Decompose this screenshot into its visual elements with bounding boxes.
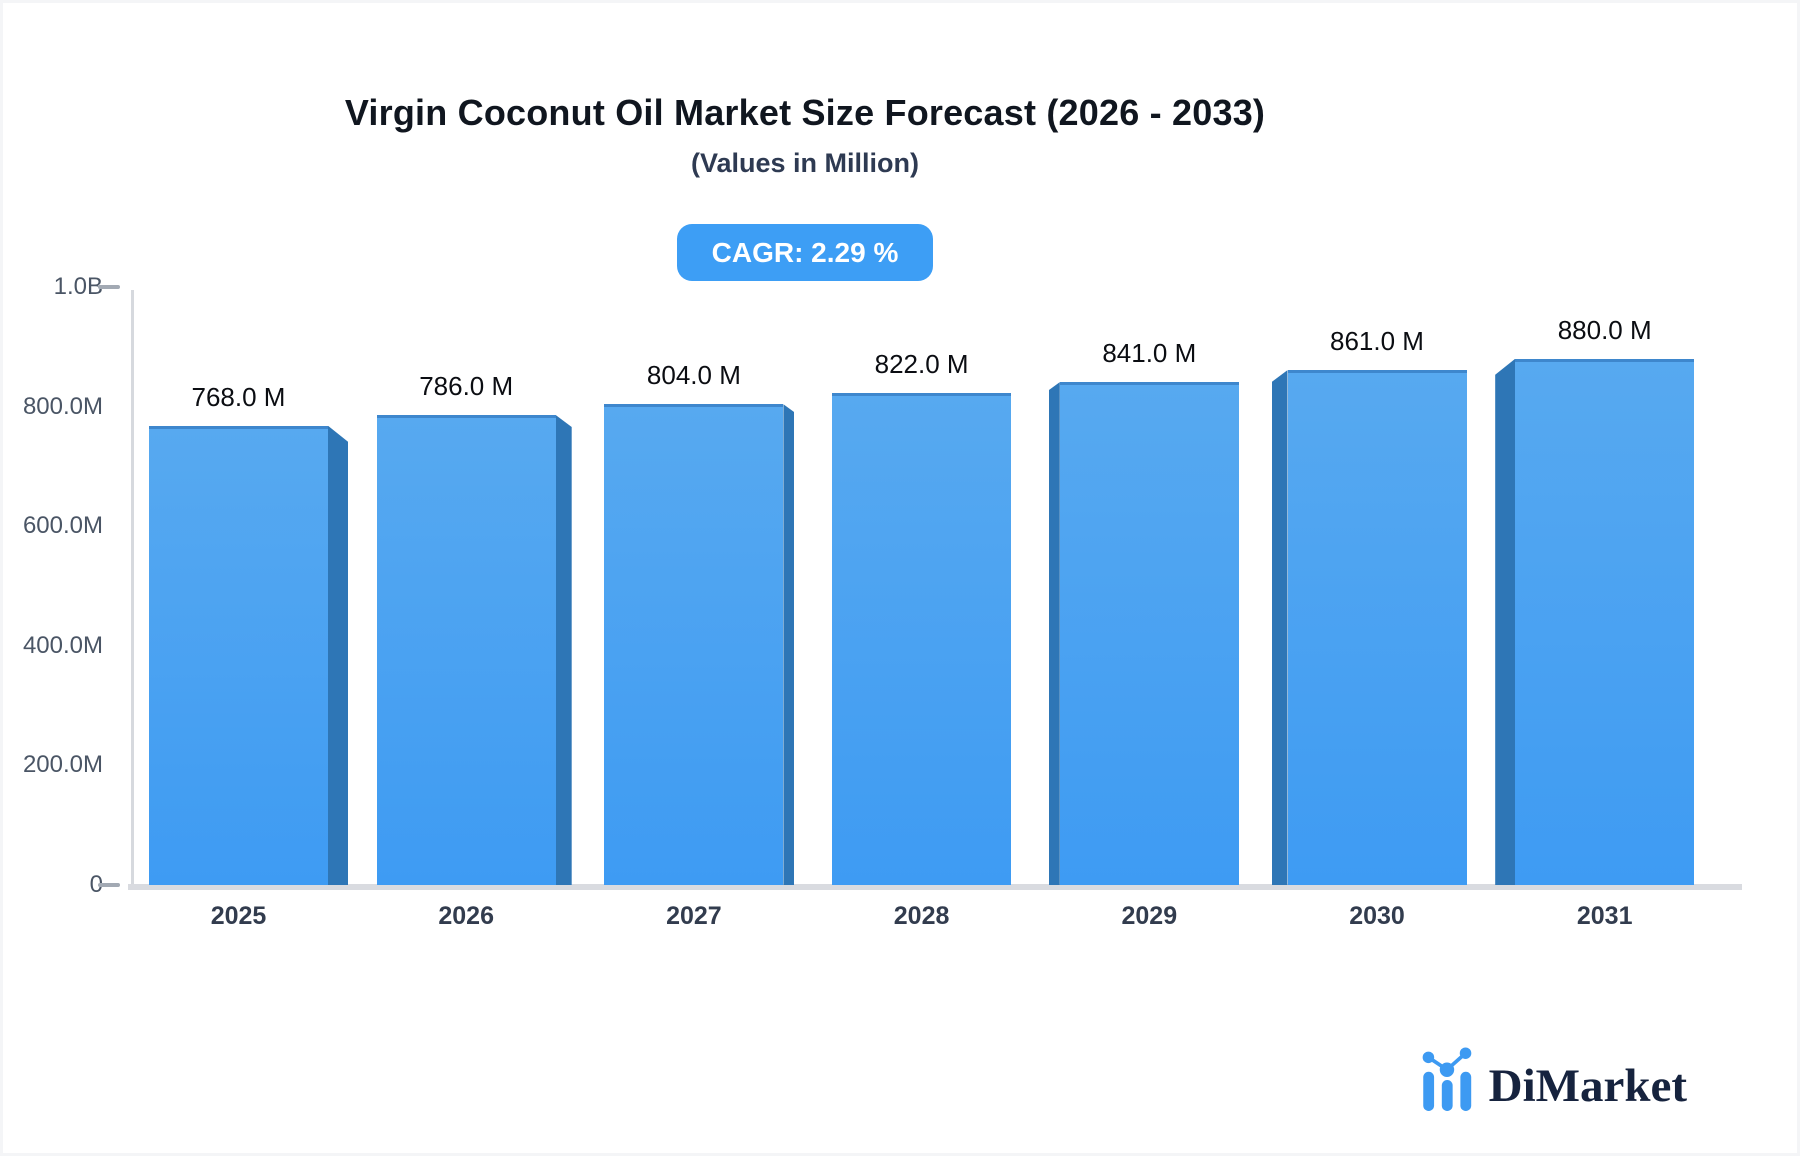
chart-subtitle: (Values in Million) (690, 148, 920, 178)
x-axis-label-2029: 2029 (1121, 902, 1178, 930)
bar-side-2029 (1048, 382, 1060, 885)
bar-value-label-2027: 804.0 M (646, 360, 741, 391)
x-axis-label-2026: 2026 (438, 902, 494, 930)
y-axis-tick-label: 800.0M (22, 392, 103, 420)
x-axis-label-2031: 2031 (1576, 902, 1633, 930)
bar-2031[interactable] (1495, 358, 1695, 885)
y-axis-line (131, 290, 134, 890)
y-axis-tick-label: 0 (89, 871, 103, 898)
x-axis-label-2025: 2025 (210, 902, 267, 930)
y-axis-tick-dash (98, 285, 120, 289)
bar-value-label-2029: 841.0 M (1102, 338, 1197, 369)
bar-2029[interactable] (1048, 382, 1239, 885)
bar-side-2027 (783, 404, 795, 885)
bar-value-label-2030: 861.0 M (1330, 326, 1424, 357)
bar-value-label-2028: 822.0 M (874, 349, 969, 380)
bar-value-label-2025: 768.0 M (191, 381, 286, 412)
y-axis-tick-label: 600.0M (22, 512, 103, 540)
bar-side-2025 (328, 425, 348, 885)
cagr-badge-row: CAGR: 2.29 % (0, 224, 1610, 281)
brand-logo-icon (1422, 1047, 1471, 1111)
bar-2026[interactable] (376, 414, 572, 885)
bar-2028[interactable] (832, 393, 1012, 885)
brand-logo-text: DiMarket (1488, 1060, 1687, 1112)
bar-face-2030 (1287, 370, 1467, 885)
bar-face-2031 (1515, 358, 1695, 885)
y-axis-tick-label: 200.0M (22, 751, 103, 779)
bar-face-2028 (832, 393, 1012, 885)
cagr-badge: CAGR: 2.29 % (676, 224, 934, 281)
x-axis-label-2030: 2030 (1349, 902, 1405, 930)
x-axis-line (128, 884, 1742, 890)
x-axis-label-2028: 2028 (893, 902, 950, 930)
bar-value-label-2026: 786.0 M (419, 370, 514, 401)
chart-title: Virgin Coconut Oil Market Size Forecast … (344, 92, 1266, 133)
bar-2030[interactable] (1271, 370, 1467, 885)
bar-side-2030 (1271, 370, 1288, 885)
bar-face-2027 (604, 404, 784, 885)
bar-side-2031 (1495, 358, 1516, 885)
bar-2025[interactable] (149, 425, 348, 885)
x-axis-label-2027: 2027 (666, 902, 722, 930)
bar-2027[interactable] (604, 404, 795, 885)
bar-value-label-2031: 880.0 M (1557, 314, 1652, 345)
bar-face-2026 (376, 414, 556, 885)
brand-logo: DiMarket (1421, 1046, 1687, 1112)
bar-face-2029 (1059, 382, 1239, 885)
bar-side-2026 (555, 414, 572, 885)
y-axis-tick-dash (98, 883, 120, 887)
y-axis-tick-label: 1.0B (53, 273, 103, 300)
y-axis-tick-label: 400.0M (22, 631, 103, 659)
bar-face-2025 (149, 425, 328, 885)
